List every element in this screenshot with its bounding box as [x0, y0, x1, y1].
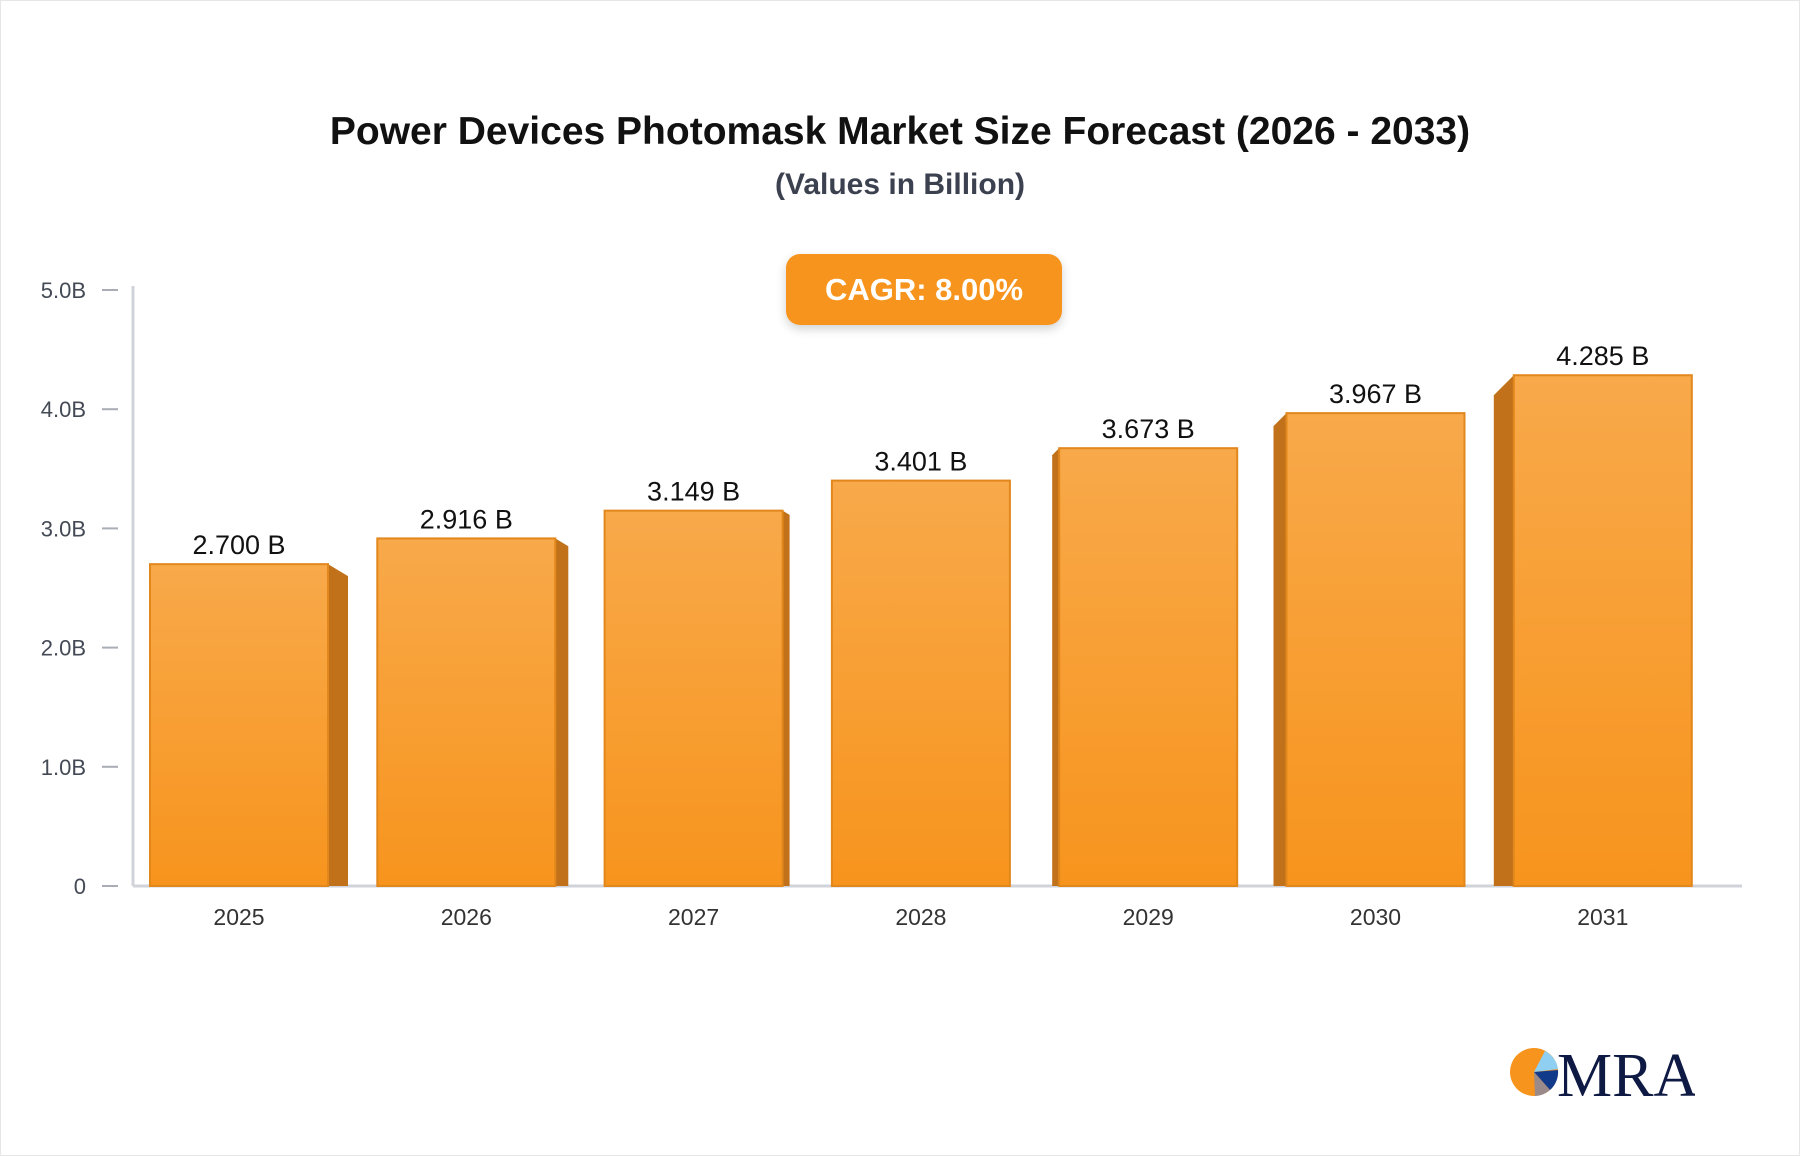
bar [603, 509, 784, 887]
bar [830, 479, 1011, 887]
bar [1285, 412, 1466, 887]
bar-side [555, 538, 569, 886]
bar [376, 537, 557, 887]
bar-side [328, 564, 348, 886]
y-tick-label: 4.0B [41, 397, 86, 422]
chart-title: Power Devices Photomask Market Size Fore… [329, 110, 1471, 153]
x-tick-label: 2025 [213, 904, 264, 930]
data-label: 2.700 B [192, 530, 285, 560]
bar-side [1052, 448, 1060, 886]
data-label: 3.401 B [874, 447, 967, 477]
data-label: 3.673 B [1102, 414, 1195, 444]
svg-text:MRA: MRA [1557, 1042, 1695, 1110]
bar-group: 3.673 B 2029 [1052, 414, 1239, 930]
data-label: 4.285 B [1556, 341, 1649, 371]
bar [1512, 374, 1693, 887]
bar-group: 3.149 B 2027 [603, 477, 790, 930]
y-tick-label: 1.0B [41, 755, 86, 780]
y-tick-label: 2.0B [41, 636, 86, 661]
bar-group: 4.285 B 2031 [1493, 341, 1693, 930]
x-tick-label: 2027 [668, 904, 719, 930]
y-tick-label: 3.0B [41, 516, 86, 541]
bar-group: 3.401 B 2028 [830, 447, 1011, 930]
x-tick-label: 2031 [1577, 904, 1628, 930]
bar-group: 2.700 B 2025 [149, 530, 348, 930]
bar-side [1493, 375, 1514, 886]
y-tick-label: 5.0B [41, 278, 86, 303]
x-tick-label: 2026 [441, 904, 492, 930]
x-tick-label: 2029 [1123, 904, 1174, 930]
mra-logo: MRA [1510, 1042, 1695, 1110]
bar [1058, 447, 1239, 887]
chart-subtitle: (Values in Billion) [774, 168, 1026, 201]
x-tick-label: 2030 [1350, 904, 1401, 930]
x-tick-label: 2028 [895, 904, 946, 930]
bar-side [782, 510, 790, 886]
data-label: 2.916 B [420, 504, 513, 534]
y-tick-label: 0 [74, 874, 86, 899]
cagr-badge: CAGR: 8.00% [786, 254, 1062, 325]
data-label: 3.149 B [647, 477, 740, 507]
bar-side [1273, 413, 1287, 886]
bar-group: 3.967 B 2030 [1273, 379, 1466, 930]
bar-group: 2.916 B 2026 [376, 504, 569, 930]
data-label: 3.967 B [1329, 379, 1422, 409]
bar [149, 563, 329, 887]
